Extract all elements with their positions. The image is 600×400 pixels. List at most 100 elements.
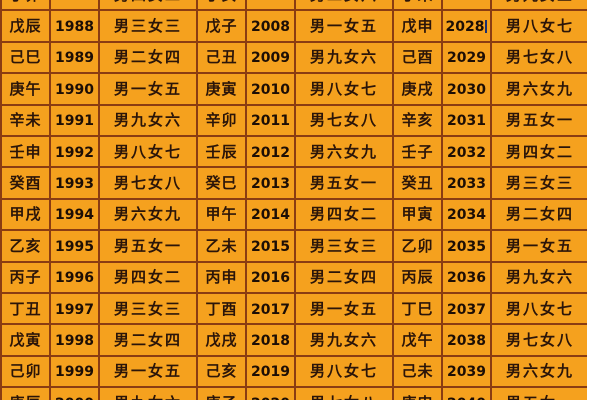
cell-marriage-age-g1[interactable]: 男五女一: [98, 229, 198, 263]
cell-ganzhi-g1[interactable]: 庚午: [0, 72, 51, 106]
cell-ganzhi-g2[interactable]: 丁酉: [196, 291, 247, 326]
cell-marriage-age-g3[interactable]: 男九女六: [490, 260, 587, 294]
cell-ganzhi-g2[interactable]: 丙申: [196, 260, 247, 294]
cell-ganzhi-g3[interactable]: 庚戌: [392, 72, 443, 106]
cell-ganzhi-g3[interactable]: 庚申: [392, 386, 443, 400]
cell-ganzhi-g2[interactable]: 乙未: [196, 229, 247, 263]
cell-marriage-age-g1[interactable]: 男六女九: [98, 197, 198, 232]
cell-year-g1[interactable]: 1990: [49, 72, 100, 106]
cell-year-g2[interactable]: 2013: [245, 166, 296, 200]
cell-year-g2[interactable]: 2012: [245, 134, 296, 169]
cell-marriage-age-g1[interactable]: 男三女三: [98, 9, 198, 43]
cell-marriage-age-g2[interactable]: 男八女七: [294, 354, 394, 389]
cell-year-g2[interactable]: 2007: [245, 0, 296, 12]
cell-year-g3[interactable]: 2030: [441, 72, 492, 106]
cell-year-g2[interactable]: 2008: [245, 9, 296, 43]
cell-marriage-age-g2[interactable]: 男二女六: [294, 0, 394, 12]
cell-year-g3[interactable]: 2039: [441, 354, 492, 389]
cell-marriage-age-g3[interactable]: 男七女八: [490, 40, 587, 75]
cell-ganzhi-g1[interactable]: 丁丑: [0, 291, 51, 326]
cell-year-g2[interactable]: 2019: [245, 354, 296, 389]
cell-ganzhi-g3[interactable]: 丙辰: [392, 260, 443, 294]
cell-marriage-age-g2[interactable]: 男四女二: [294, 197, 394, 232]
cell-year-g2[interactable]: 2017: [245, 291, 296, 326]
cell-year-g1[interactable]: 1989: [49, 40, 100, 75]
cell-ganzhi-g1[interactable]: 己巳: [0, 40, 51, 75]
cell-marriage-age-g3[interactable]: 男八女七: [490, 291, 587, 326]
cell-marriage-age-g2[interactable]: 男六女九: [294, 134, 394, 169]
cell-ganzhi-g1[interactable]: 辛未: [0, 103, 51, 137]
cell-year-g2[interactable]: 2011: [245, 103, 296, 137]
cell-year-g3[interactable]: 2036: [441, 260, 492, 294]
cell-marriage-age-g2[interactable]: 男九女六: [294, 40, 394, 75]
cell-marriage-age-g2[interactable]: 男二女四: [294, 260, 394, 294]
cell-marriage-age-g1[interactable]: 男一女五: [98, 354, 198, 389]
cell-year-g2[interactable]: 2015: [245, 229, 296, 263]
cell-ganzhi-g2[interactable]: 庚寅: [196, 72, 247, 106]
cell-year-g3[interactable]: 2037: [441, 291, 492, 326]
cell-marriage-age-g2[interactable]: 男三女三: [294, 229, 394, 263]
cell-marriage-age-g3[interactable]: 男七女八: [490, 323, 587, 357]
cell-marriage-age-g2[interactable]: 男七女八: [294, 386, 394, 400]
cell-marriage-age-g1[interactable]: 男九女六: [98, 386, 198, 400]
cell-marriage-age-g3[interactable]: 男六女九: [490, 72, 587, 106]
cell-ganzhi-g1[interactable]: 戊辰: [0, 9, 51, 43]
cell-year-g1[interactable]: 1993: [49, 166, 100, 200]
cell-marriage-age-g3[interactable]: 男八女七: [490, 9, 587, 43]
cell-year-g1[interactable]: 1994: [49, 197, 100, 232]
cell-year-g3[interactable]: 2028: [441, 9, 492, 43]
cell-year-g1[interactable]: 1992: [49, 134, 100, 169]
cell-ganzhi-g2[interactable]: 丁亥: [196, 0, 247, 12]
cell-ganzhi-g2[interactable]: 戊戌: [196, 323, 247, 357]
cell-marriage-age-g3[interactable]: 男三女三: [490, 166, 587, 200]
cell-year-g1[interactable]: 1987: [49, 0, 100, 12]
cell-year-g1[interactable]: 1988: [49, 9, 100, 43]
cell-year-g2[interactable]: 2014: [245, 197, 296, 232]
cell-ganzhi-g2[interactable]: 己亥: [196, 354, 247, 389]
cell-year-g3[interactable]: 2027: [441, 0, 492, 12]
cell-ganzhi-g3[interactable]: 癸丑: [392, 166, 443, 200]
cell-year-g3[interactable]: 2034: [441, 197, 492, 232]
cell-marriage-age-g1[interactable]: 男三女三: [98, 291, 198, 326]
cell-ganzhi-g1[interactable]: 甲戌: [0, 197, 51, 232]
cell-ganzhi-g3[interactable]: 己未: [392, 354, 443, 389]
cell-ganzhi-g3[interactable]: 戊午: [392, 323, 443, 357]
cell-year-g1[interactable]: 1996: [49, 260, 100, 294]
cell-ganzhi-g1[interactable]: 癸酉: [0, 166, 51, 200]
cell-ganzhi-g2[interactable]: 辛卯: [196, 103, 247, 137]
cell-marriage-age-g1[interactable]: 男二女四: [98, 323, 198, 357]
cell-year-g1[interactable]: 1999: [49, 354, 100, 389]
cell-marriage-age-g3[interactable]: 男一女五: [490, 229, 587, 263]
cell-year-g1[interactable]: 1991: [49, 103, 100, 137]
cell-ganzhi-g1[interactable]: 乙亥: [0, 229, 51, 263]
cell-ganzhi-g1[interactable]: 戊寅: [0, 323, 51, 357]
cell-ganzhi-g2[interactable]: 癸巳: [196, 166, 247, 200]
cell-marriage-age-g3[interactable]: 男四女二: [490, 134, 587, 169]
cell-ganzhi-g2[interactable]: 庚子: [196, 386, 247, 400]
cell-year-g2[interactable]: 2020: [245, 386, 296, 400]
cell-marriage-age-g1[interactable]: 男八女七: [98, 134, 198, 169]
cell-marriage-age-g3[interactable]: 男五女一: [490, 103, 587, 137]
cell-year-g1[interactable]: 2000: [49, 386, 100, 400]
cell-year-g3[interactable]: 2033: [441, 166, 492, 200]
cell-year-g1[interactable]: 1998: [49, 323, 100, 357]
cell-year-g3[interactable]: 2035: [441, 229, 492, 263]
cell-ganzhi-g3[interactable]: 甲寅: [392, 197, 443, 232]
cell-marriage-age-g1[interactable]: 男四女二: [98, 260, 198, 294]
cell-marriage-age-g3[interactable]: 男五女一: [490, 386, 587, 400]
cell-ganzhi-g1[interactable]: 庚辰: [0, 386, 51, 400]
cell-year-g3[interactable]: 2031: [441, 103, 492, 137]
cell-marriage-age-g3[interactable]: 男六女九: [490, 354, 587, 389]
cell-marriage-age-g2[interactable]: 男一女五: [294, 291, 394, 326]
cell-marriage-age-g2[interactable]: 男五女一: [294, 166, 394, 200]
cell-marriage-age-g2[interactable]: 男一女五: [294, 9, 394, 43]
cell-marriage-age-g1[interactable]: 男二女四: [98, 40, 198, 75]
cell-marriage-age-g3[interactable]: 男九女三: [490, 0, 587, 12]
cell-ganzhi-g3[interactable]: 己酉: [392, 40, 443, 75]
cell-marriage-age-g2[interactable]: 男七女八: [294, 103, 394, 137]
cell-ganzhi-g2[interactable]: 甲午: [196, 197, 247, 232]
cell-ganzhi-g1[interactable]: 己卯: [0, 354, 51, 389]
cell-ganzhi-g2[interactable]: 戊子: [196, 9, 247, 43]
cell-year-g2[interactable]: 2016: [245, 260, 296, 294]
